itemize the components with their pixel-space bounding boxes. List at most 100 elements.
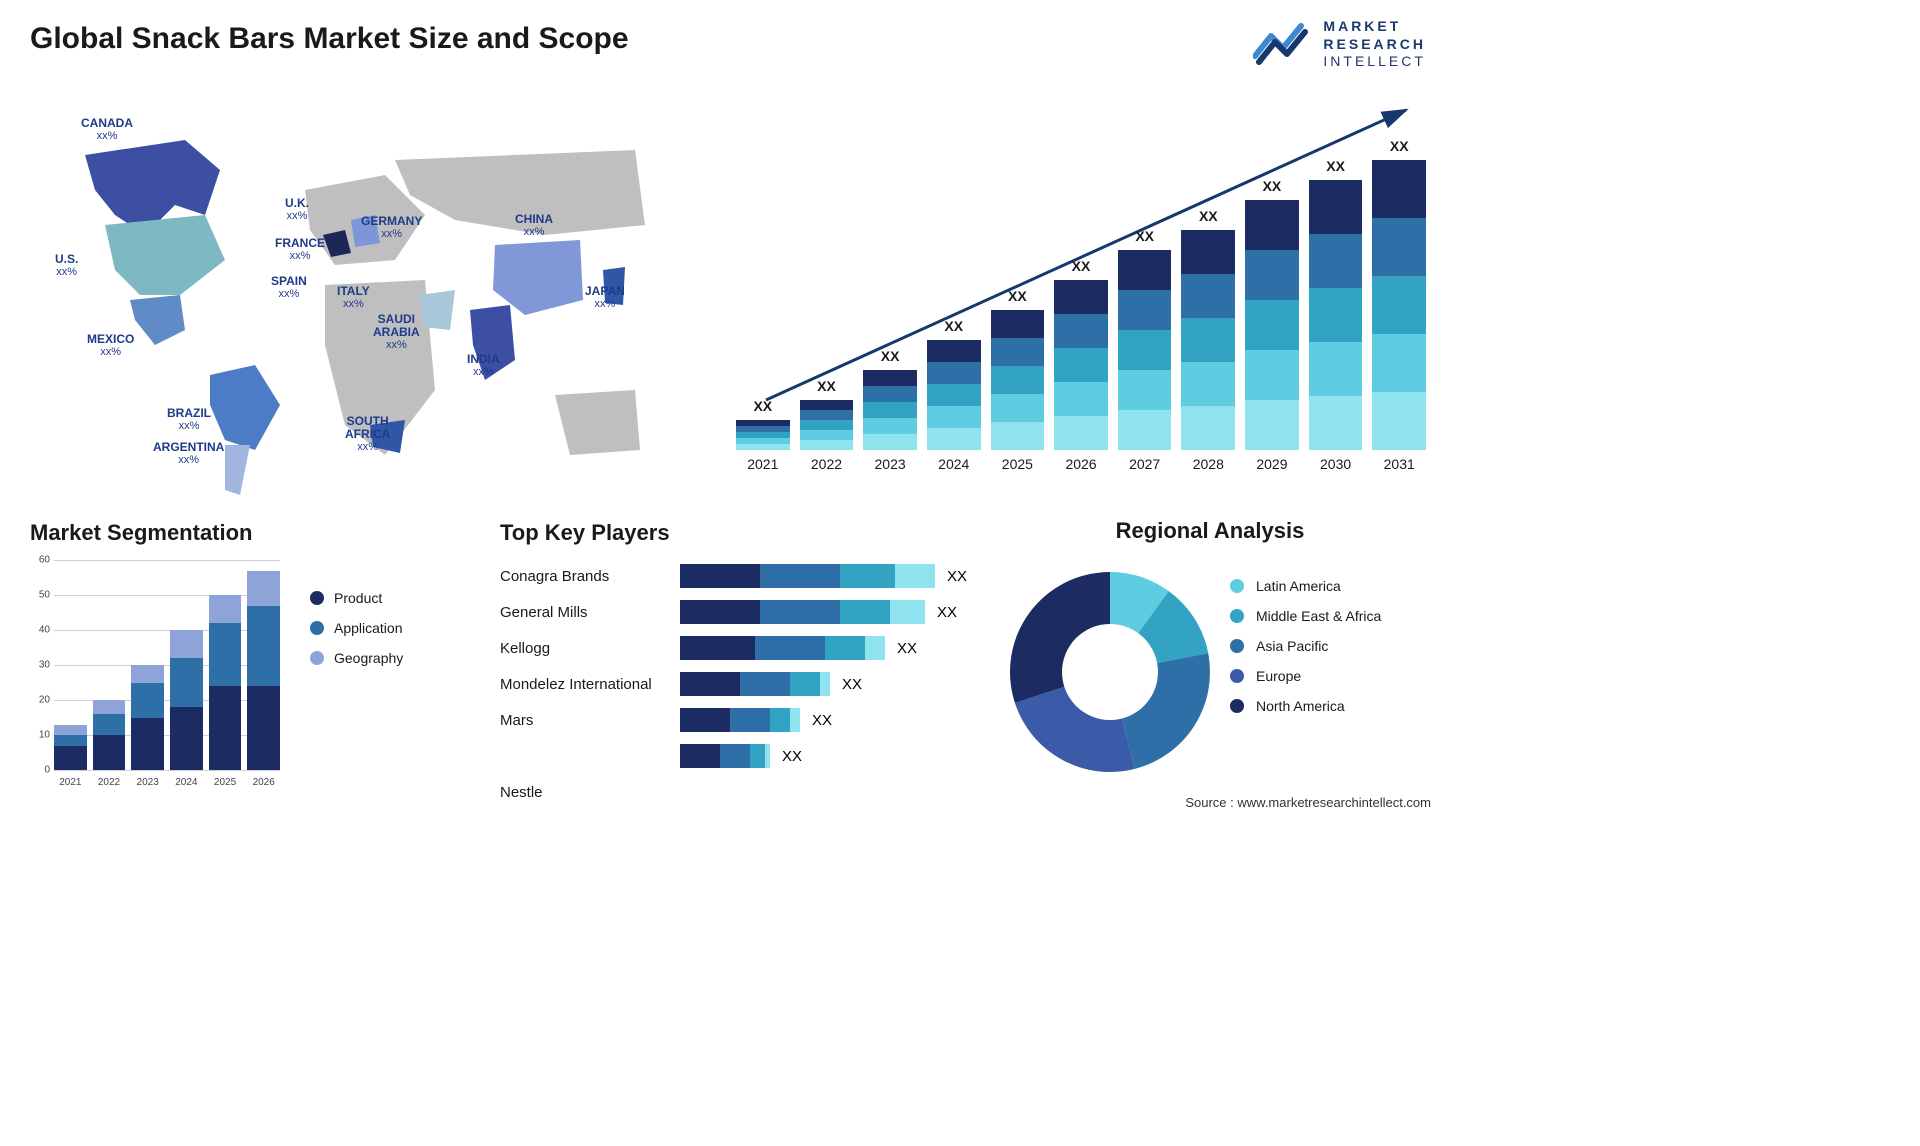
bar-segment bbox=[131, 718, 164, 771]
bar-segment bbox=[131, 683, 164, 718]
bar-segment bbox=[1118, 330, 1172, 370]
bar-segment bbox=[54, 725, 87, 736]
bar-segment bbox=[680, 600, 760, 624]
key-player-row: Conagra BrandsXX bbox=[500, 558, 980, 594]
x-axis-label: 2025 bbox=[991, 456, 1045, 480]
bar-segment bbox=[1054, 416, 1108, 450]
growth-bar: XX bbox=[1054, 280, 1108, 450]
player-value: XX bbox=[937, 604, 957, 621]
player-bar bbox=[680, 708, 800, 732]
bar-segment bbox=[680, 564, 760, 588]
market-segmentation: Market Segmentation 20212022202320242025… bbox=[30, 520, 470, 800]
legend-swatch bbox=[1230, 669, 1244, 683]
bar-segment bbox=[170, 658, 203, 707]
bar-value-label: XX bbox=[927, 318, 981, 334]
x-axis-label: 2030 bbox=[1309, 456, 1363, 480]
map-label: ITALYxx% bbox=[337, 285, 370, 310]
bar-segment bbox=[863, 370, 917, 386]
growth-bar: XX bbox=[1118, 250, 1172, 450]
legend-label: Middle East & Africa bbox=[1256, 608, 1381, 624]
x-axis-label: 2022 bbox=[93, 777, 126, 788]
bar-value-label: XX bbox=[1181, 208, 1235, 224]
legend-swatch bbox=[310, 591, 324, 605]
bar-segment bbox=[1372, 334, 1426, 392]
x-axis-label: 2023 bbox=[863, 456, 917, 480]
y-axis-label: 0 bbox=[30, 765, 50, 776]
x-axis-label: 2024 bbox=[927, 456, 981, 480]
legend-item: Asia Pacific bbox=[1230, 638, 1381, 654]
bar-segment bbox=[1245, 400, 1299, 450]
growth-bar: XX bbox=[863, 370, 917, 450]
bar-segment bbox=[927, 340, 981, 362]
y-axis-label: 60 bbox=[30, 555, 50, 566]
map-label: JAPANxx% bbox=[585, 285, 625, 310]
bar-segment bbox=[131, 665, 164, 683]
map-label: SOUTHAFRICAxx% bbox=[345, 415, 390, 453]
map-region-saudi bbox=[420, 290, 455, 330]
bar-segment bbox=[1372, 160, 1426, 218]
map-label: SAUDIARABIAxx% bbox=[373, 313, 420, 351]
bar-segment bbox=[800, 430, 854, 440]
x-axis-label: 2031 bbox=[1372, 456, 1426, 480]
bar-segment bbox=[93, 700, 126, 714]
grid-line bbox=[54, 770, 280, 771]
growth-bar: XX bbox=[991, 310, 1045, 450]
legend-item: North America bbox=[1230, 698, 1381, 714]
bar-segment bbox=[1054, 348, 1108, 382]
bar-value-label: XX bbox=[800, 378, 854, 394]
bar-segment bbox=[750, 744, 765, 768]
bar-segment bbox=[1245, 200, 1299, 250]
bar-segment bbox=[1245, 300, 1299, 350]
player-bar bbox=[680, 600, 925, 624]
legend-label: Product bbox=[334, 590, 382, 606]
bar-segment bbox=[1118, 250, 1172, 290]
regional-analysis: Regional Analysis Latin AmericaMiddle Ea… bbox=[1000, 518, 1420, 798]
player-name: Mars bbox=[500, 712, 680, 729]
bar-segment bbox=[863, 402, 917, 418]
bar-segment bbox=[720, 744, 750, 768]
bar-segment bbox=[865, 636, 885, 660]
world-map: CANADAxx%U.S.xx%MEXICOxx%BRAZILxx%ARGENT… bbox=[25, 95, 685, 495]
segmentation-bar bbox=[209, 595, 242, 770]
bar-segment bbox=[755, 636, 825, 660]
bar-segment bbox=[895, 564, 935, 588]
legend-item: Europe bbox=[1230, 668, 1381, 684]
logo-text: MARKET RESEARCH INTELLECT bbox=[1323, 18, 1426, 71]
player-bar bbox=[680, 744, 770, 768]
growth-bar: XX bbox=[800, 400, 854, 450]
bar-value-label: XX bbox=[991, 288, 1045, 304]
player-name: Kellogg bbox=[500, 640, 680, 657]
market-growth-chart: XXXXXXXXXXXXXXXXXXXXXX 20212022202320242… bbox=[736, 100, 1426, 480]
bar-segment bbox=[209, 595, 242, 623]
bar-segment bbox=[680, 636, 755, 660]
bar-segment bbox=[93, 735, 126, 770]
bar-segment bbox=[730, 708, 770, 732]
x-axis-label: 2029 bbox=[1245, 456, 1299, 480]
legend-label: North America bbox=[1256, 698, 1345, 714]
regional-legend: Latin AmericaMiddle East & AfricaAsia Pa… bbox=[1230, 578, 1381, 728]
bar-segment bbox=[765, 744, 770, 768]
bar-segment bbox=[927, 384, 981, 406]
legend-swatch bbox=[1230, 579, 1244, 593]
map-region-usa bbox=[105, 215, 225, 295]
page-title: Global Snack Bars Market Size and Scope bbox=[30, 22, 629, 56]
legend-item: Product bbox=[310, 590, 403, 606]
legend-item: Application bbox=[310, 620, 403, 636]
bar-value-label: XX bbox=[1245, 178, 1299, 194]
y-axis-label: 20 bbox=[30, 695, 50, 706]
map-label: MEXICOxx% bbox=[87, 333, 134, 358]
map-label: ARGENTINAxx% bbox=[153, 441, 224, 466]
bar-segment bbox=[740, 672, 790, 696]
bar-segment bbox=[680, 672, 740, 696]
bar-segment bbox=[1054, 314, 1108, 348]
player-bar bbox=[680, 564, 935, 588]
player-value: XX bbox=[842, 676, 862, 693]
segmentation-title: Market Segmentation bbox=[30, 520, 470, 546]
bar-segment bbox=[991, 422, 1045, 450]
bar-segment bbox=[1309, 396, 1363, 450]
bar-segment bbox=[680, 708, 730, 732]
key-player-row: General MillsXX bbox=[500, 594, 980, 630]
bar-segment bbox=[1181, 274, 1235, 318]
bar-segment bbox=[991, 338, 1045, 366]
map-label: INDIAxx% bbox=[467, 353, 500, 378]
